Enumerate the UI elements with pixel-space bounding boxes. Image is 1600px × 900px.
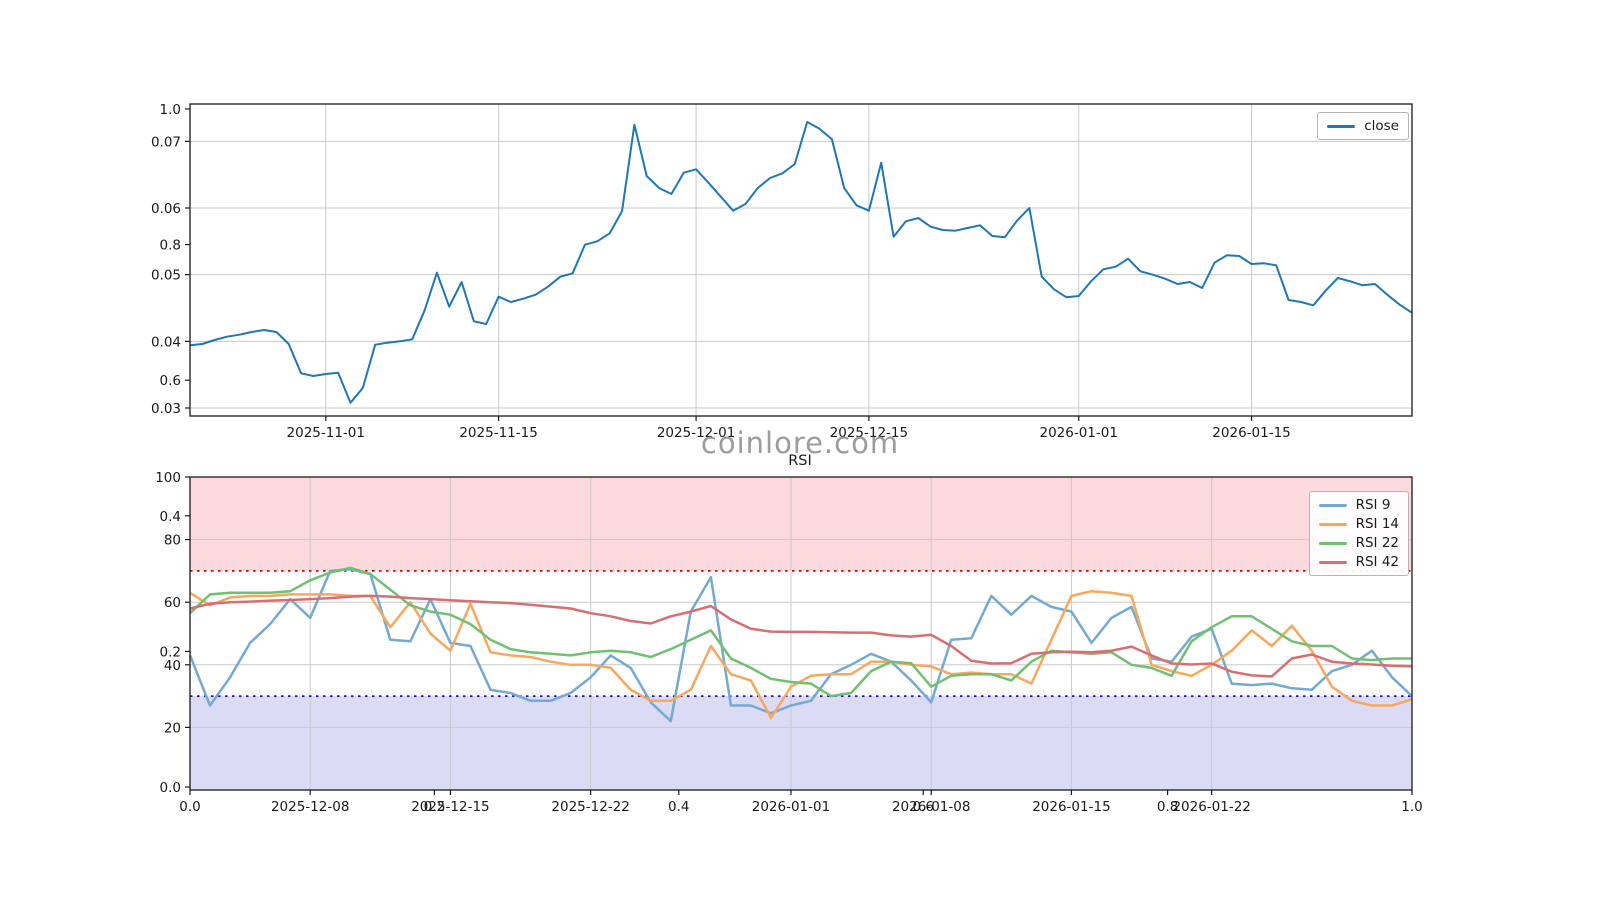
svg-text:2025-12-01: 2025-12-01 [657,425,735,441]
svg-text:60: 60 [164,595,181,611]
svg-text:2026-01-01: 2026-01-01 [1039,425,1117,441]
svg-text:2025-12-15: 2025-12-15 [830,425,908,441]
svg-text:1.0: 1.0 [1401,799,1422,815]
svg-text:2025-11-15: 2025-11-15 [459,425,537,441]
rsi14-line-swatch [1318,522,1347,526]
legend-item-rsi42: RSI 42 [1318,554,1399,570]
legend-label: close [1364,118,1399,134]
rsi-legend: RSI 9 RSI 14 RSI 22 RSI 42 [1308,491,1409,576]
svg-text:0.06: 0.06 [151,201,181,217]
rsi9-line-swatch [1318,503,1347,507]
svg-text:0.0: 0.0 [179,799,200,815]
svg-text:0.6: 0.6 [912,799,933,815]
watermark: coinlore.com [700,426,900,460]
rsi42-line-swatch [1318,560,1347,564]
svg-text:0.04: 0.04 [151,334,181,350]
svg-text:2026-01-01: 2026-01-01 [752,799,830,815]
svg-text:0.05: 0.05 [151,268,181,284]
svg-text:0.8: 0.8 [160,238,181,254]
legend-item-close: close [1327,118,1399,134]
legend-label: RSI 22 [1355,535,1399,551]
legend-label: RSI 14 [1355,516,1399,532]
svg-text:0.4: 0.4 [668,799,689,815]
svg-text:2026-01-15: 2026-01-15 [1212,425,1290,441]
price-legend: close [1317,112,1409,140]
svg-text:0.6: 0.6 [160,373,181,389]
svg-text:1.0: 1.0 [160,102,181,118]
svg-text:80: 80 [164,533,181,549]
rsi-chart-title: RSI [788,453,812,469]
svg-text:0.2: 0.2 [424,799,445,815]
svg-text:0.2: 0.2 [160,644,181,660]
svg-text:2025-12-22: 2025-12-22 [551,799,629,815]
svg-text:2026-01-15: 2026-01-15 [1032,799,1110,815]
svg-text:0.4: 0.4 [160,509,181,525]
svg-text:2025-12-15: 2025-12-15 [411,799,489,815]
svg-text:0.0: 0.0 [160,780,181,796]
legend-label: RSI 9 [1355,497,1391,513]
svg-text:0.8: 0.8 [1157,799,1178,815]
svg-text:2026-01-22: 2026-01-22 [1172,799,1250,815]
svg-text:0.07: 0.07 [151,134,181,150]
svg-text:20: 20 [164,720,181,736]
svg-text:0.03: 0.03 [151,401,181,417]
legend-item-rsi14: RSI 14 [1318,516,1399,532]
close-line-swatch [1327,124,1356,128]
svg-text:2025-11-01: 2025-11-01 [287,425,365,441]
svg-text:100: 100 [155,470,181,486]
legend-item-rsi9: RSI 9 [1318,497,1399,513]
rsi22-line-swatch [1318,541,1347,545]
svg-text:2025-12-08: 2025-12-08 [271,799,349,815]
svg-text:40: 40 [164,658,181,674]
legend-label: RSI 42 [1355,554,1399,570]
legend-item-rsi22: RSI 22 [1318,535,1399,551]
svg-text:2026-01-08: 2026-01-08 [892,799,970,815]
